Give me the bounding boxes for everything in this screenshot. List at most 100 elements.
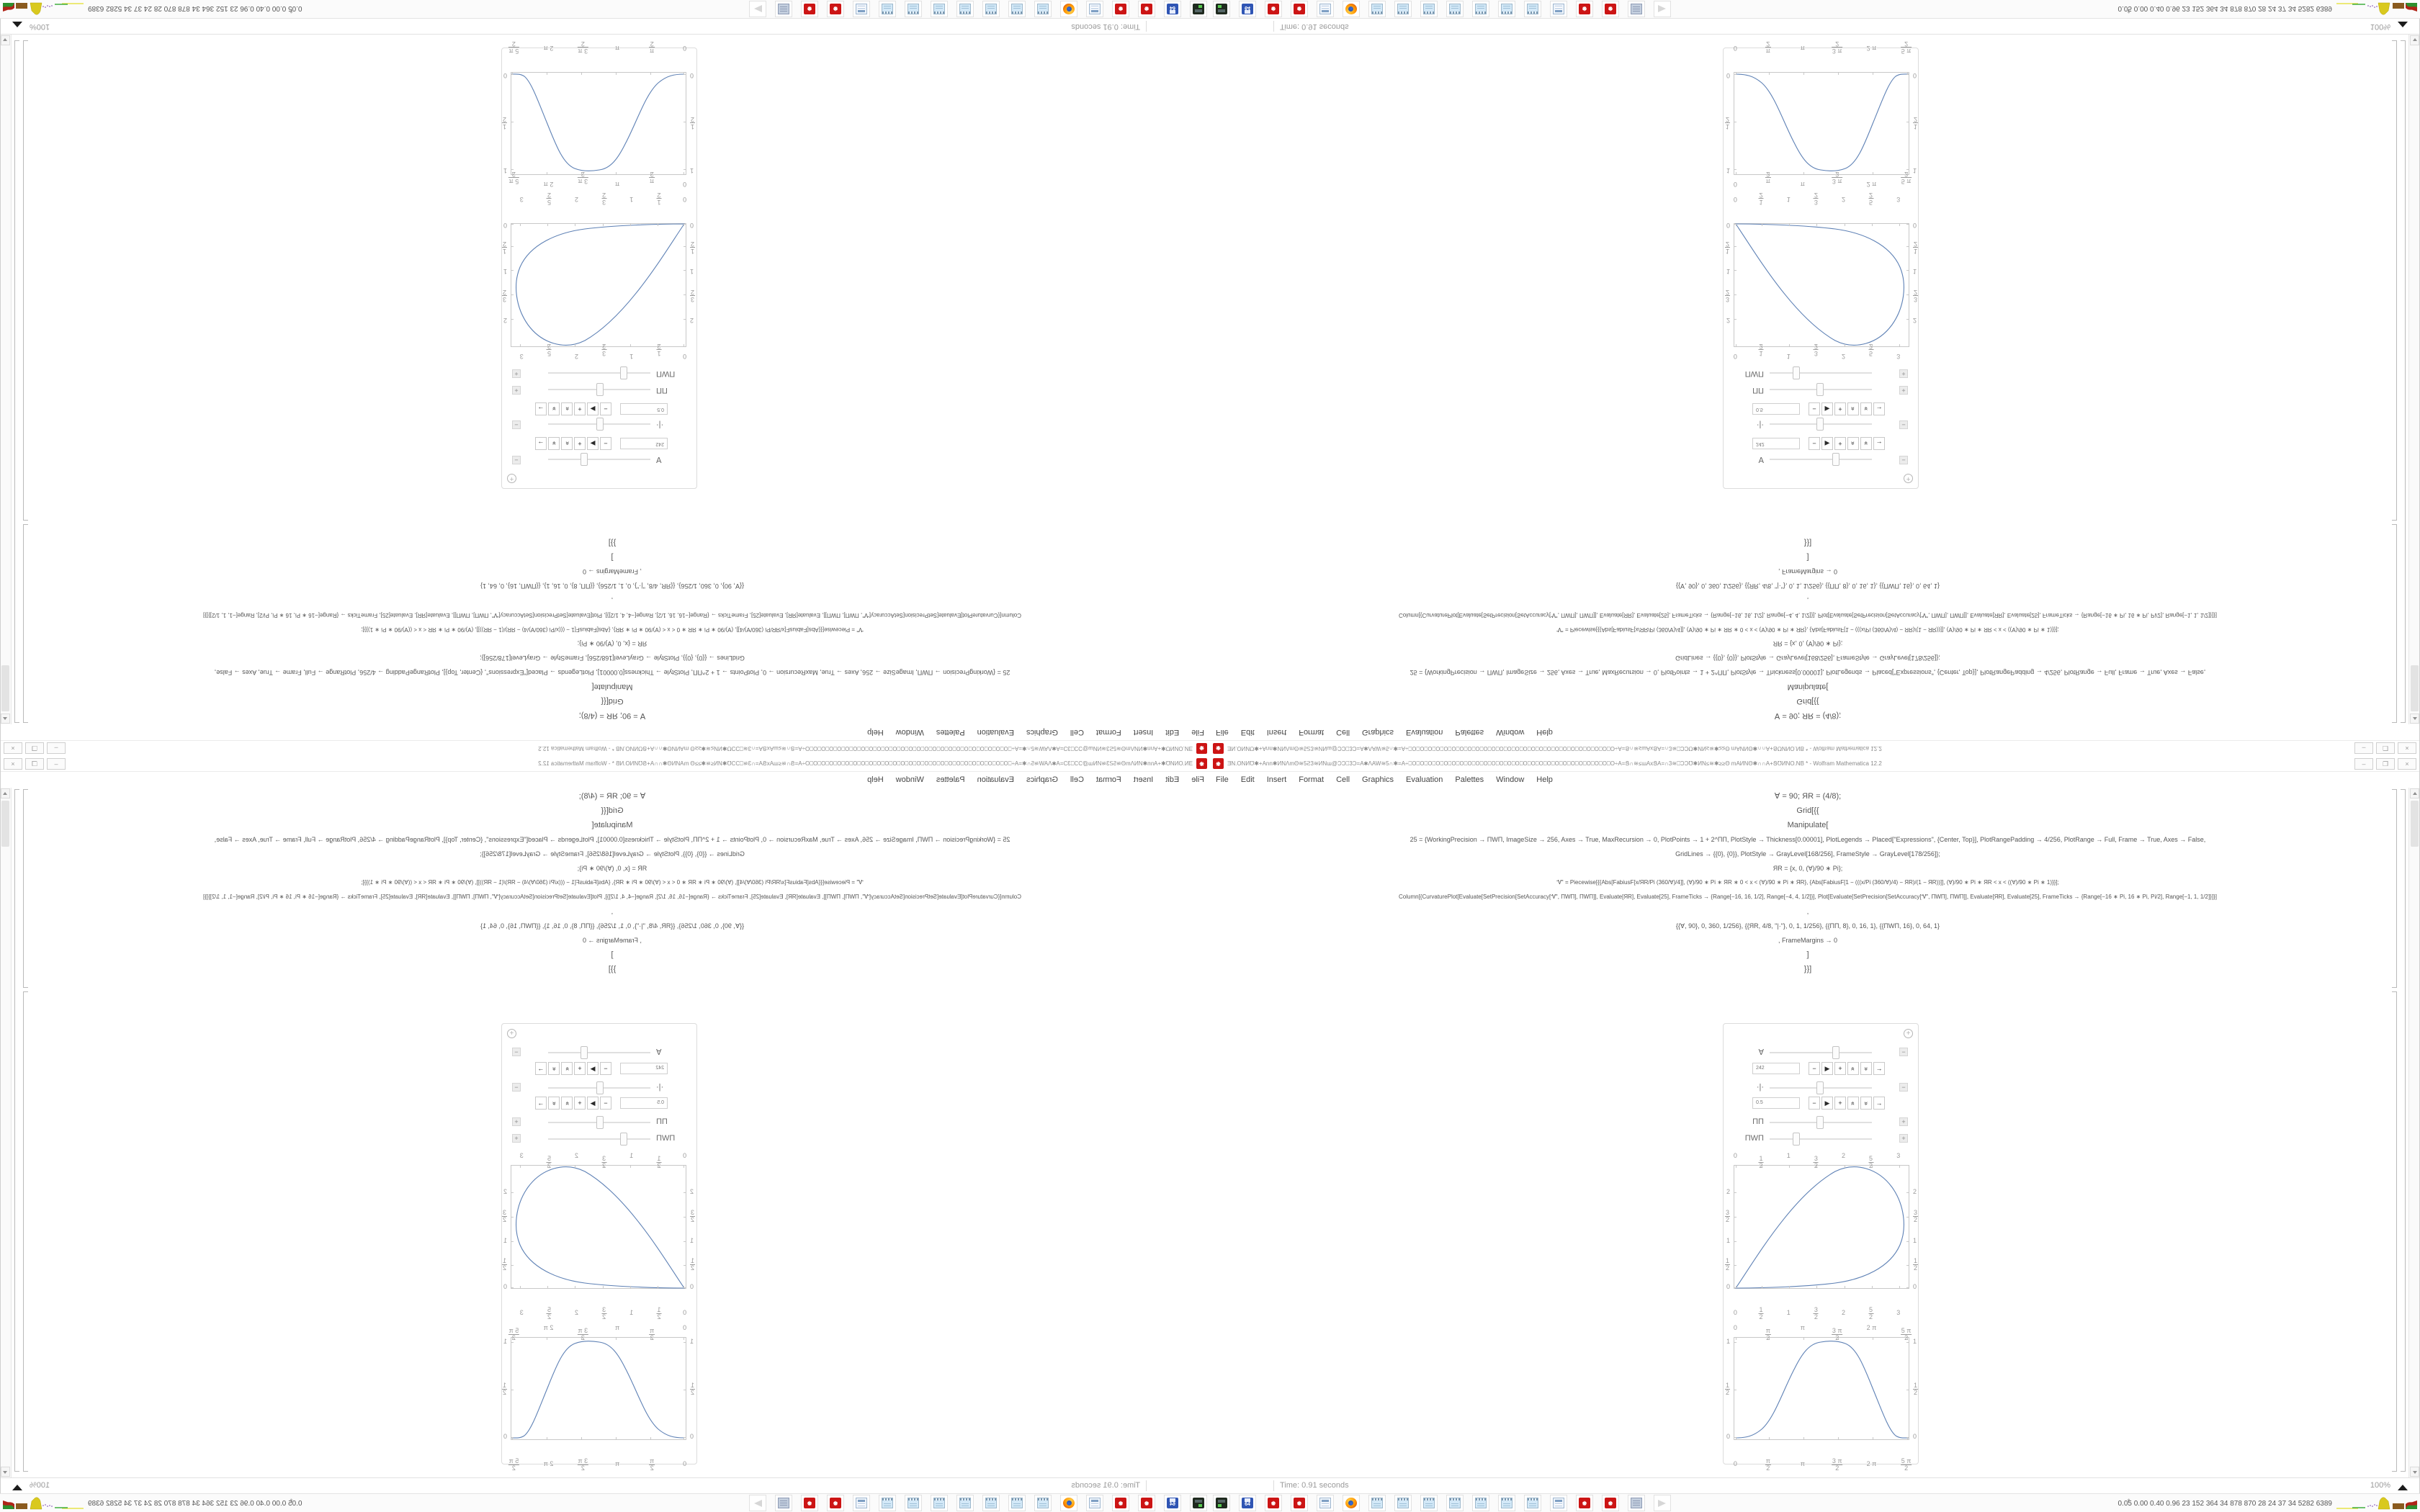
manipulate-options-icon[interactable]: + (507, 1029, 516, 1038)
expand-controls-button[interactable]: + (1899, 1134, 1908, 1143)
collapse-controls-button[interactable]: − (1899, 1048, 1908, 1056)
input-cell-group[interactable]: Ɐ = 90; ЯR = (4/8); Grid[{{Manipulate[25 … (14, 536, 1210, 723)
taskbar-button-notepad[interactable] (905, 1, 922, 17)
menu-help[interactable]: Help (867, 728, 884, 737)
speed-up-button[interactable]: « (1847, 437, 1859, 450)
slider-handle[interactable] (1816, 1081, 1824, 1094)
expand-controls-button[interactable]: + (1899, 386, 1908, 395)
step-forward-button[interactable]: → (1873, 402, 1885, 415)
code-line-8[interactable]: , (1806, 908, 1809, 915)
close-button[interactable]: × (4, 757, 22, 770)
code-line-4[interactable]: GridLines → {{0}, {0}}, PlotStyle → Gray… (480, 850, 745, 858)
taskbar-button-notepad[interactable] (1498, 1495, 1515, 1511)
slider-handle[interactable] (596, 1116, 604, 1129)
code-line-3[interactable]: 25 = {WorkingPrecision → ΠWΠ, ImageSize … (1410, 836, 2206, 843)
code-line-2[interactable]: Manipulate[ (1787, 683, 1829, 691)
decrement-button[interactable]: − (1809, 402, 1820, 415)
menu-window[interactable]: Window (895, 728, 924, 737)
taskbar-button-printer[interactable] (775, 1, 792, 17)
taskbar-button-wolfram-kernel[interactable]: + + (1112, 1495, 1129, 1511)
magnification-dropdown-icon[interactable] (2398, 22, 2408, 27)
step-forward-button[interactable]: → (1873, 437, 1885, 450)
value-input[interactable]: 0.5 (620, 1097, 668, 1109)
decrement-button[interactable]: − (600, 402, 611, 415)
code-line-8[interactable]: , (611, 908, 614, 915)
speed-down-button[interactable]: « (1860, 437, 1872, 450)
menu-palettes[interactable]: Palettes (936, 728, 965, 737)
step-forward-button[interactable]: → (535, 437, 547, 450)
scrollbar-thumb[interactable] (2411, 665, 2419, 711)
slider-track[interactable] (548, 383, 650, 396)
value-input[interactable]: 242 (620, 1063, 668, 1074)
scroll-up-button[interactable] (1, 714, 10, 724)
taskbar-button-calculator[interactable] (853, 1, 870, 17)
taskbar-button-notepad[interactable] (931, 1, 948, 17)
menu-palettes[interactable]: Palettes (1455, 775, 1484, 784)
code-line-9[interactable]: {{Ɐ, 90}, 0, 360, 1/256}, {{ЯR, 4/8, "|·… (1675, 922, 1940, 930)
taskbar-button-notepad[interactable] (1524, 1495, 1541, 1511)
code-line-8[interactable]: , (611, 597, 614, 604)
menu-cell[interactable]: Cell (1070, 728, 1084, 737)
cell-bracket-output[interactable] (23, 40, 28, 521)
slider-track[interactable] (548, 453, 650, 466)
taskbar-button-send-grayed[interactable] (1654, 1, 1671, 17)
code-line-5[interactable]: ЯR = {x, 0, (Ɐ)/90 ∗ Pi}; (1773, 865, 1843, 872)
close-button[interactable]: × (4, 742, 22, 755)
code-line-0[interactable]: Ɐ = 90; ЯR = (4/8); (1774, 711, 1842, 720)
collapse-controls-button[interactable]: − (1899, 420, 1908, 429)
code-line-10[interactable]: , FrameMargins → 0 (582, 937, 642, 944)
step-forward-button[interactable]: → (535, 402, 547, 415)
slider-handle[interactable] (1816, 383, 1824, 396)
menu-insert[interactable]: Insert (1266, 775, 1287, 784)
code-line-7[interactable]: Column[{CurvaturePlot[Evaluate[SetPrecis… (1399, 894, 2217, 900)
menu-evaluation[interactable]: Evaluation (1406, 775, 1443, 784)
step-forward-button[interactable]: → (1873, 1062, 1885, 1075)
code-line-9[interactable]: {{Ɐ, 90}, 0, 360, 1/256}, {{ЯR, 4/8, "|·… (480, 582, 745, 590)
taskbar-button-notepad[interactable] (1008, 1495, 1026, 1511)
menu-insert[interactable]: Insert (1266, 728, 1287, 737)
menu-file[interactable]: File (1216, 728, 1229, 737)
taskbar-button-wolfram-kernel[interactable]: + + (801, 1, 818, 17)
restore-button[interactable]: ❐ (2376, 742, 2395, 755)
menu-palettes[interactable]: Palettes (1455, 728, 1484, 737)
taskbar-button-wolfram-kernel[interactable]: + + (1602, 1495, 1619, 1511)
menu-palettes[interactable]: Palettes (936, 775, 965, 784)
collapse-controls-button[interactable]: − (512, 456, 521, 464)
scrollbar-thumb[interactable] (2411, 801, 2419, 847)
slider-handle[interactable] (620, 366, 628, 379)
taskbar-button-floppy-64[interactable]: 64 (1164, 1, 1181, 17)
vertical-scrollbar[interactable] (2408, 788, 2419, 1477)
play-button[interactable]: ▶ (587, 402, 599, 415)
play-button[interactable]: ▶ (1821, 437, 1833, 450)
taskbar-button-firefox[interactable] (1060, 1495, 1077, 1511)
menu-help[interactable]: Help (867, 775, 884, 784)
taskbar-button-notepad[interactable] (1498, 1, 1515, 17)
code-line-0[interactable]: Ɐ = 90; ЯR = (4/8); (578, 711, 646, 720)
code-line-4[interactable]: GridLines → {{0}, {0}}, PlotStyle → Gray… (1675, 654, 1940, 662)
speed-up-button[interactable]: « (561, 402, 573, 415)
menu-evaluation[interactable]: Evaluation (1406, 728, 1443, 737)
menu-format[interactable]: Format (1299, 775, 1325, 784)
vertical-scrollbar[interactable] (1, 788, 12, 1477)
slider-handle[interactable] (596, 1081, 604, 1094)
scroll-down-button[interactable] (2410, 1467, 2419, 1477)
speed-up-button[interactable]: « (1847, 402, 1859, 415)
taskbar-button-wolfram-kernel[interactable]: + + (1576, 1495, 1593, 1511)
speed-down-button[interactable]: « (548, 437, 560, 450)
speed-up-button[interactable]: « (1847, 1097, 1859, 1110)
taskbar-button-notepad[interactable] (1034, 1, 1052, 17)
slider-track[interactable] (1770, 1133, 1872, 1146)
taskbar-button-printer[interactable] (1628, 1495, 1645, 1511)
increment-button[interactable]: + (1834, 1062, 1846, 1075)
magnification-dropdown-icon[interactable] (2398, 1485, 2408, 1490)
code-line-5[interactable]: ЯR = {x, 0, (Ɐ)/90 ∗ Pi}; (577, 640, 647, 647)
taskbar-button-notepad[interactable] (1368, 1495, 1386, 1511)
code-line-6[interactable]: Ꮙ = Piecewise[{{Abs[FabiusF[x/ЯR/Pi (360… (1556, 879, 2059, 886)
cell-bracket-output[interactable] (2392, 991, 2397, 1472)
code-line-1[interactable]: Grid[{{ (601, 806, 624, 815)
code-line-6[interactable]: Ꮙ = Piecewise[{{Abs[FabiusF[x/ЯR/Pi (360… (361, 879, 864, 886)
slider-handle[interactable] (1832, 453, 1840, 466)
vertical-scrollbar[interactable] (2408, 35, 2419, 724)
speed-down-button[interactable]: « (548, 402, 560, 415)
taskbar-button-media-device[interactable] (1213, 1, 1230, 17)
